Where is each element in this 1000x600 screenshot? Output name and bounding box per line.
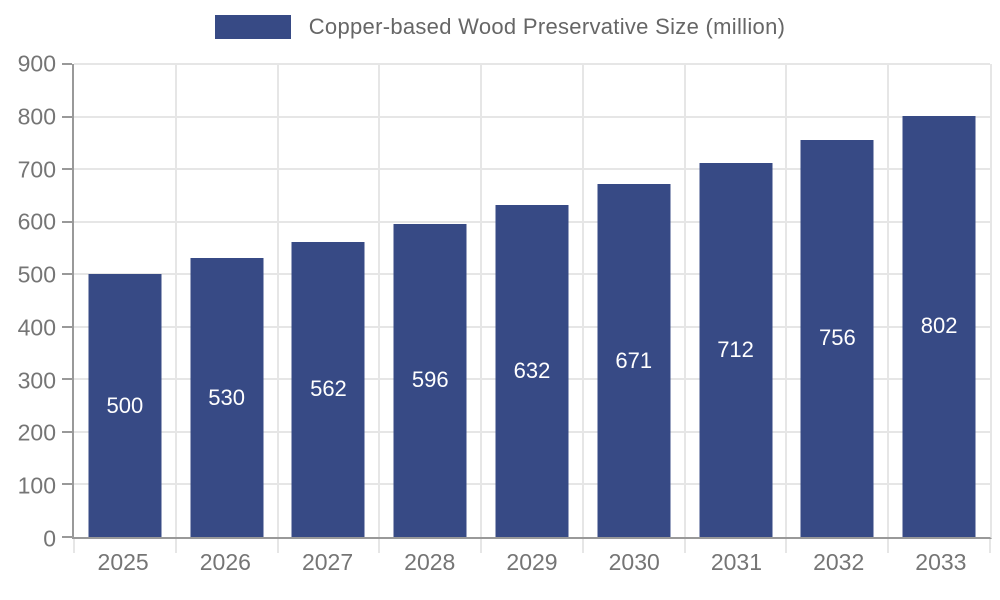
y-tick-900	[62, 63, 72, 65]
x-tick-7	[785, 539, 788, 553]
legend-label: Copper-based Wood Preservative Size (mil…	[308, 14, 786, 39]
bar-value-2025: 500	[106, 392, 144, 418]
bar-value-2030: 671	[615, 347, 653, 373]
y-tick-200	[62, 430, 72, 433]
x-tick-0	[73, 539, 75, 553]
x-axis-label-2025: 2025	[97, 549, 149, 575]
x-axis-label-2032: 2032	[813, 549, 865, 575]
category-boundary-7	[785, 64, 788, 537]
bar-2032: 756	[800, 139, 874, 537]
bar-2028: 596	[393, 223, 467, 537]
x-axis-label-2028: 2028	[404, 549, 456, 575]
x-tick-8	[887, 539, 890, 553]
category-boundary-3	[378, 64, 381, 537]
bar-value-2032: 756	[818, 325, 856, 351]
bar-2031: 712	[699, 162, 773, 537]
bar-value-2028: 596	[411, 367, 449, 393]
category-boundary-8	[887, 64, 890, 537]
x-axis-label-2026: 2026	[199, 549, 251, 575]
gridline-800	[74, 115, 990, 118]
gridline-700	[74, 168, 990, 171]
category-boundary-1	[174, 64, 177, 537]
category-boundary-6	[683, 64, 686, 537]
y-axis-labels: 0 100 200 300 400 500 600 700 800 900	[0, 52, 56, 550]
plot-area: 500 530 562 596 632 671 712 756 802	[62, 63, 992, 553]
x-tick-6	[683, 539, 686, 553]
bar-value-2026: 530	[208, 384, 246, 410]
y-axis-label-400: 400	[17, 314, 56, 341]
y-tick-500	[62, 273, 72, 276]
bar-value-2033: 802	[920, 313, 958, 339]
x-tick-4	[480, 539, 483, 553]
x-tick-1	[174, 539, 177, 553]
y-axis-label-900: 900	[17, 50, 56, 77]
bar-2027: 562	[291, 241, 365, 537]
bar-2025: 500	[88, 274, 162, 537]
y-axis-label-600: 600	[17, 208, 56, 235]
y-axis-label-800: 800	[17, 103, 56, 130]
bar-value-2029: 632	[513, 357, 551, 383]
legend[interactable]: Copper-based Wood Preservative Size (mil…	[0, 14, 1000, 40]
y-axis-label-500: 500	[17, 261, 56, 288]
x-axis-label-2027: 2027	[301, 549, 354, 575]
y-tick-100	[62, 483, 72, 486]
x-axis-label-2029: 2029	[506, 549, 558, 575]
bar-2030: 671	[597, 184, 671, 537]
category-boundary-4	[480, 64, 483, 537]
y-axis-label-700: 700	[17, 156, 56, 183]
x-tick-3	[378, 539, 381, 553]
y-axis-label-100: 100	[17, 472, 56, 499]
x-axis-label-2033: 2033	[915, 549, 967, 575]
y-tick-600	[62, 220, 72, 223]
y-tick-300	[62, 378, 72, 381]
x-axis-label-2030: 2030	[608, 549, 660, 575]
bar-2026: 530	[190, 258, 264, 537]
category-boundary-5	[581, 64, 584, 537]
x-axis-label-2031: 2031	[710, 549, 763, 575]
y-tick-700	[62, 168, 72, 171]
gridline-900	[74, 63, 990, 65]
x-axis-labels: 2025 2026 2027 2028 2029 2030 2031 2032 2033	[72, 549, 992, 589]
y-tick-800	[62, 115, 72, 118]
bar-value-2031: 712	[717, 336, 754, 362]
y-axis-label-200: 200	[17, 419, 56, 446]
bar-2029: 632	[495, 204, 569, 537]
bar-2033: 802	[902, 115, 976, 537]
y-tick-0	[62, 536, 72, 538]
y-tick-400	[62, 325, 72, 328]
legend-swatch-icon	[214, 15, 291, 39]
y-axis-label-0: 0	[43, 525, 56, 552]
bar-value-2027: 562	[310, 376, 347, 402]
y-axis-label-300: 300	[17, 367, 56, 394]
x-tick-5	[581, 539, 584, 553]
x-tick-2	[276, 539, 279, 553]
category-boundary-2	[276, 64, 279, 537]
x-tick-9	[989, 539, 991, 553]
